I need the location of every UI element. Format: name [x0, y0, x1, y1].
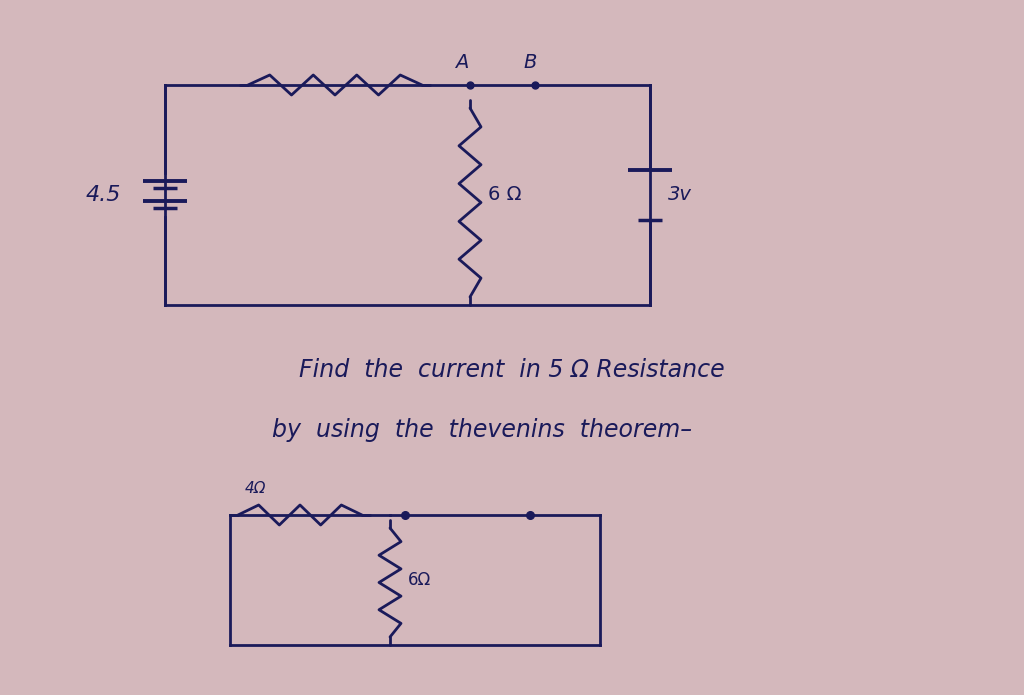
Text: 4Ω: 4Ω: [245, 481, 265, 496]
Text: 6 Ω: 6 Ω: [488, 186, 521, 204]
Text: by  using  the  thevenins  theorem–: by using the thevenins theorem–: [272, 418, 692, 442]
Text: 4.5: 4.5: [85, 185, 121, 205]
Text: 6Ω: 6Ω: [408, 571, 431, 589]
Text: B: B: [523, 53, 537, 72]
Text: 3v: 3v: [668, 186, 692, 204]
Text: Find  the  current  in 5 Ω Resistance: Find the current in 5 Ω Resistance: [299, 358, 725, 382]
Text: A: A: [456, 53, 469, 72]
